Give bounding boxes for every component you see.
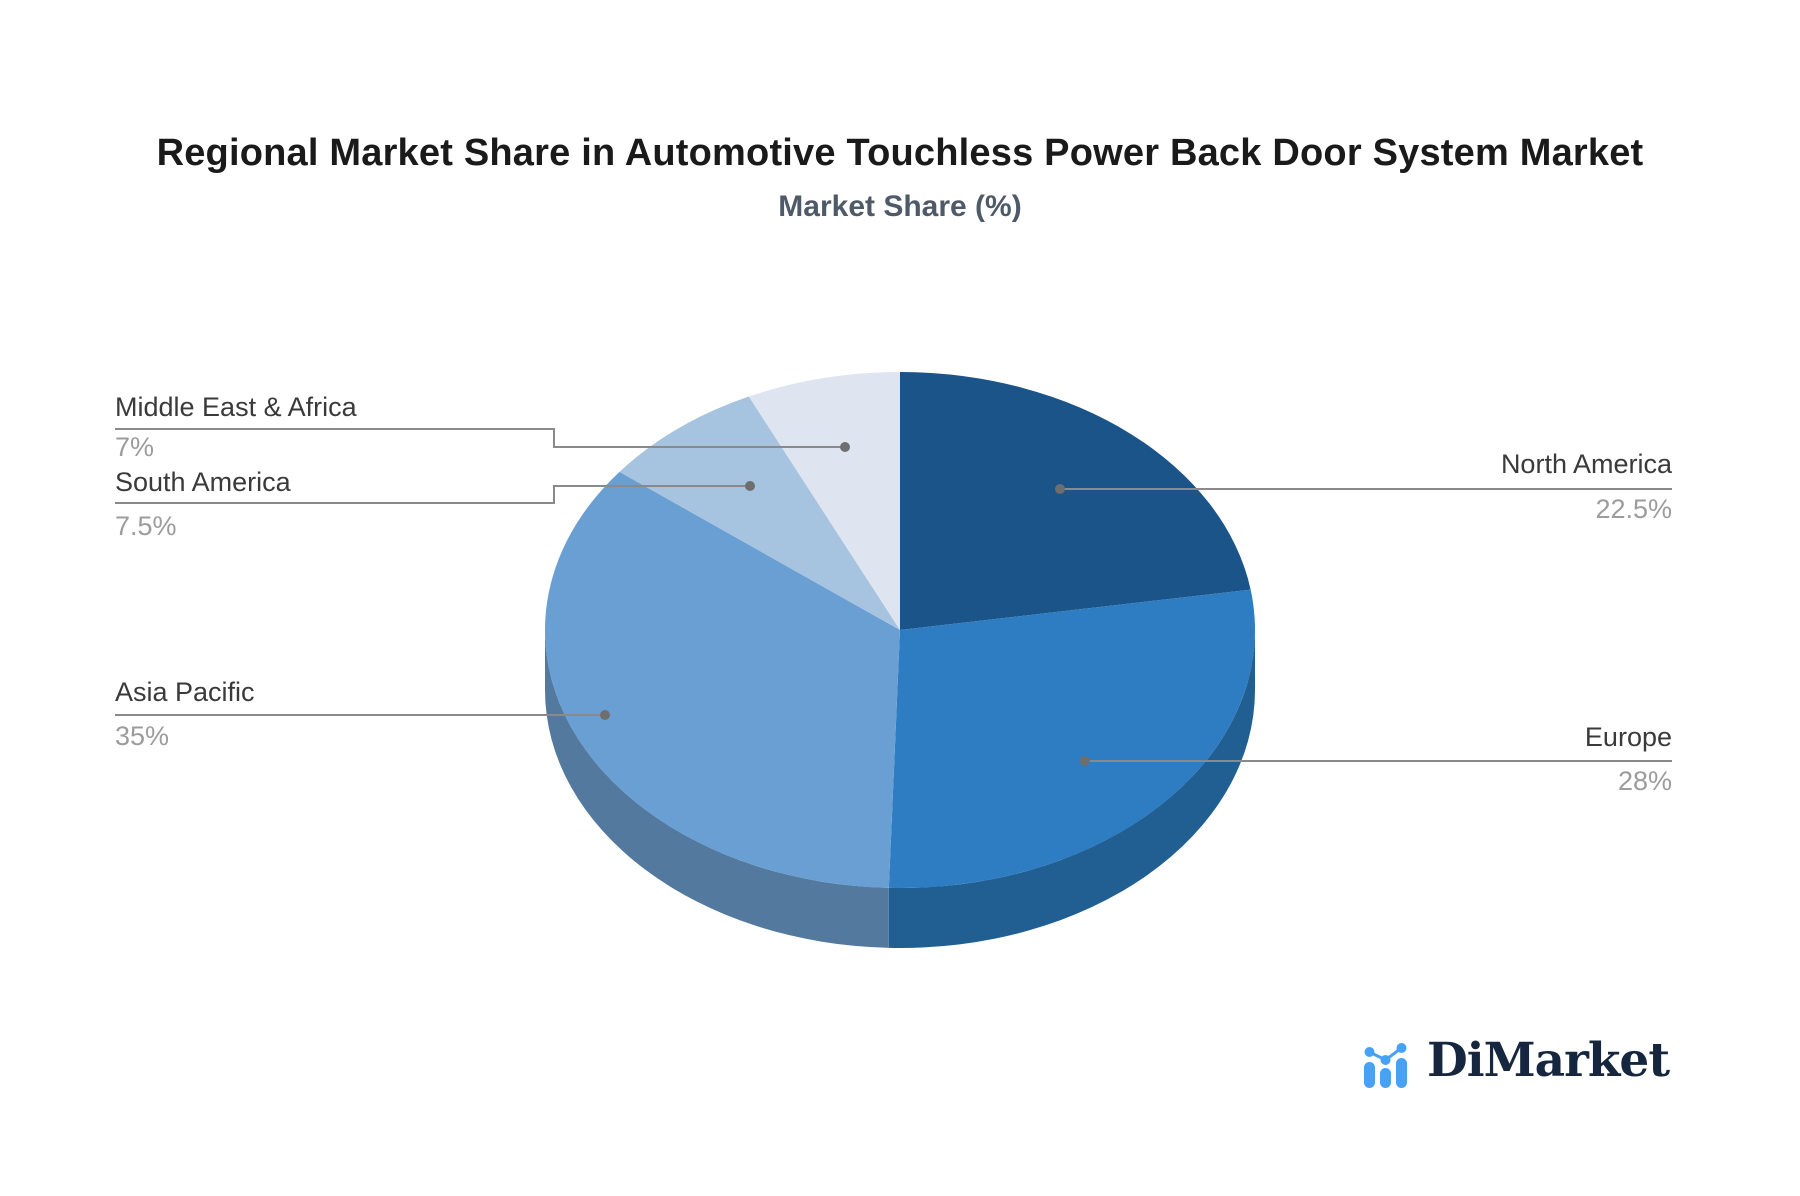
chart-title: Regional Market Share in Automotive Touc… (156, 132, 1644, 174)
leader-dot-middle-east-africa (840, 442, 850, 452)
callout-value-south-america: 7.5% (115, 511, 177, 541)
bar-line-chart-icon (1364, 1043, 1407, 1088)
leader-dot-south-america (745, 481, 755, 491)
callout-value-north-america: 22.5% (1595, 494, 1672, 524)
leader-dot-europe (1080, 756, 1090, 766)
leader-dot-asia-pacific (600, 710, 610, 720)
dimarket-logo: DiMarket (1362, 1028, 1670, 1090)
chart-subtitle: Market Share (%) (778, 190, 1022, 223)
pie-slices (545, 372, 1255, 888)
pie-3d-rim (545, 630, 1255, 948)
callout-dots (600, 442, 1090, 766)
callout-label-europe: Europe (1584, 722, 1672, 752)
pie-slice-south-america[interactable] (619, 396, 900, 630)
callout-label-north-america: North America (1500, 449, 1672, 479)
pie-slice-asia-pacific[interactable] (545, 471, 900, 888)
callout-label-south-america: South America (115, 467, 291, 497)
callout-value-asia-pacific: 35% (115, 721, 170, 751)
callout-label-middle-east-africa: Middle East & Africa (115, 392, 357, 422)
pie-slice-middle-east-africa[interactable] (748, 372, 900, 630)
callout-value-middle-east-africa: 7% (115, 432, 155, 462)
dimarket-logo-text: DiMarket (1427, 1032, 1670, 1088)
pie-slice-north-america[interactable] (900, 372, 1251, 630)
pie-slice-europe[interactable] (888, 589, 1255, 888)
leader-line-south-america (115, 485, 750, 504)
callout-lines (115, 428, 1672, 762)
pie-slice-side-asia-pacific (545, 630, 889, 948)
leader-dot-north-america (1055, 484, 1065, 494)
leader-line-middle-east-africa (115, 428, 845, 448)
callout-label-asia-pacific: Asia Pacific (115, 677, 255, 707)
callout-value-europe: 28% (1617, 766, 1672, 796)
pie-slice-side-europe (888, 630, 1255, 948)
